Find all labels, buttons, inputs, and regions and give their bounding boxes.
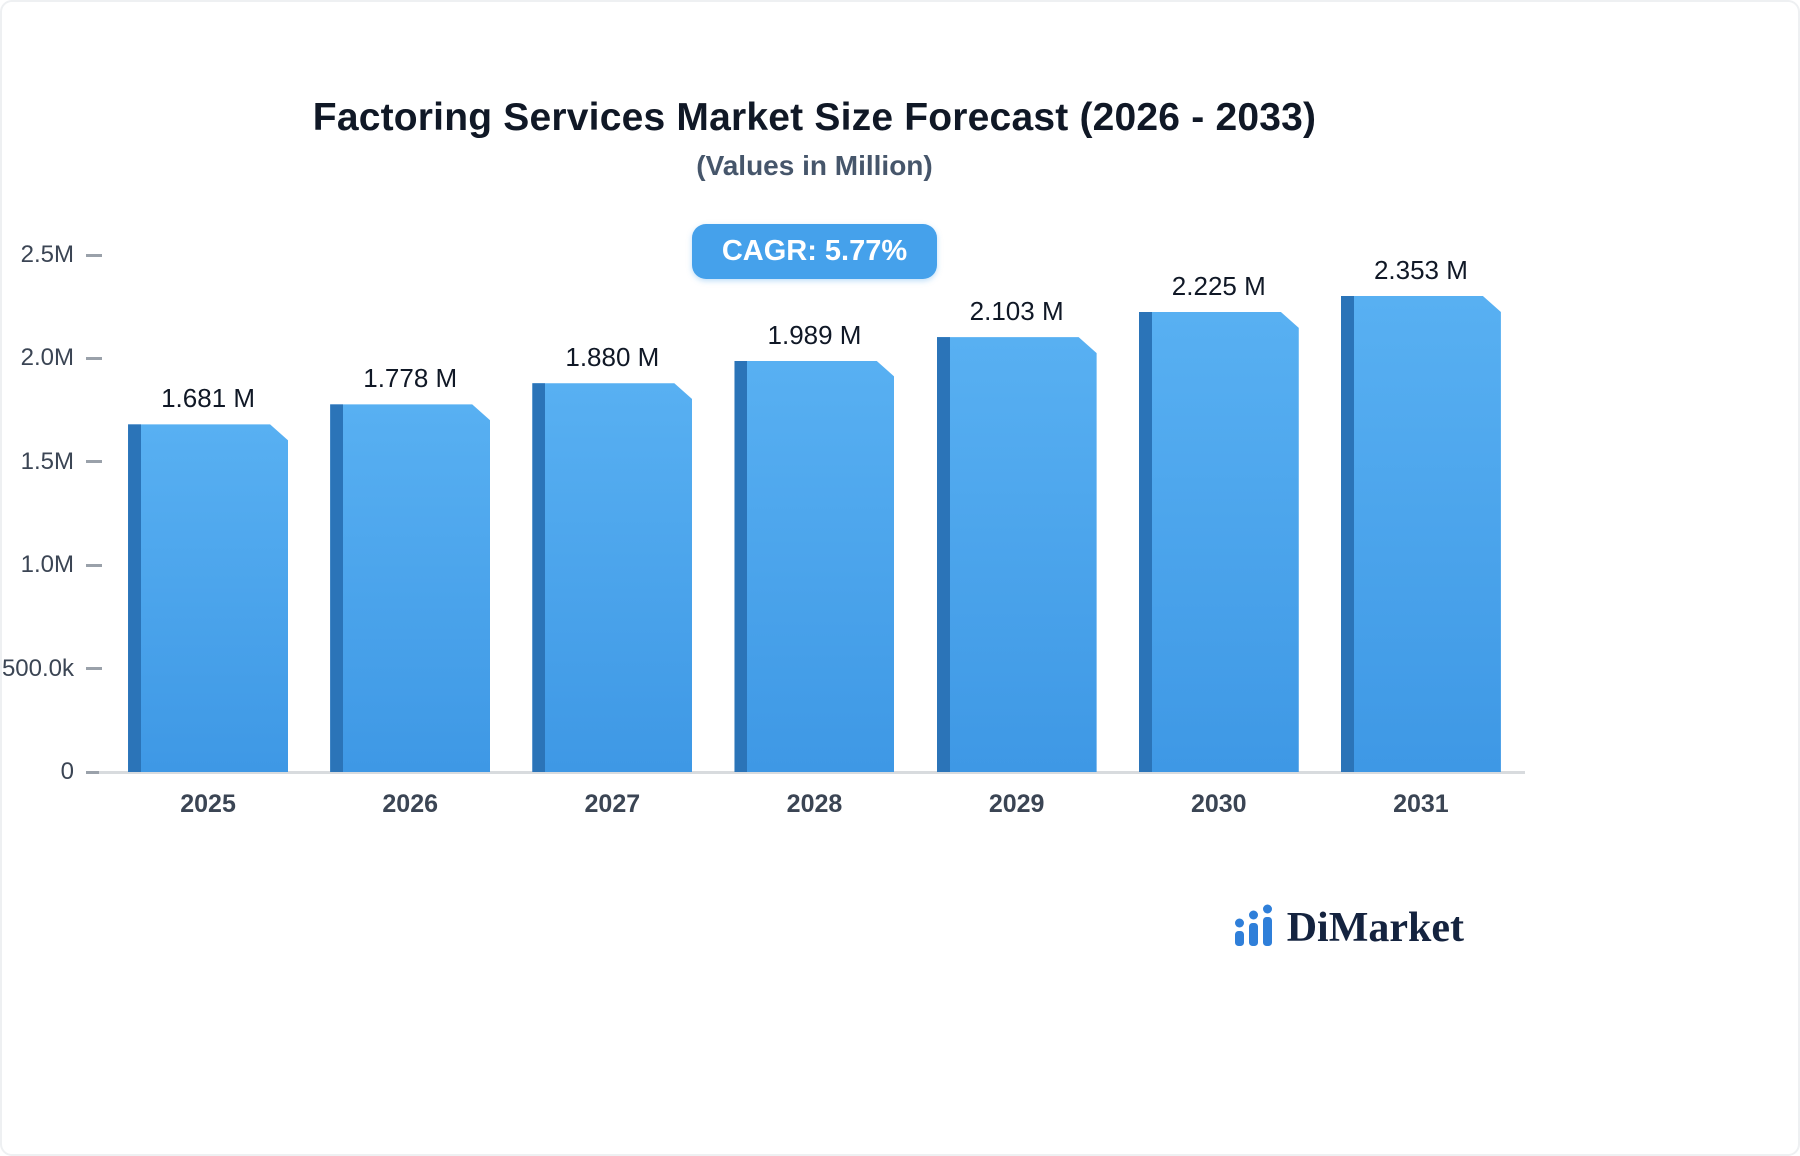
bar-value-label: 1.681 M bbox=[161, 383, 256, 414]
bar-group-2025: 1.681 M bbox=[107, 255, 309, 772]
bar-group-2030: 2.225 M bbox=[1118, 255, 1320, 772]
bar-2031[interactable] bbox=[1341, 296, 1501, 772]
y-tick-500.0k: 500.0k bbox=[2, 655, 102, 683]
x-axis-label-2029: 2029 bbox=[988, 790, 1045, 818]
y-tick-2.5M: 2.5M bbox=[21, 241, 102, 269]
y-tick-mark bbox=[86, 253, 102, 257]
x-axis-label-2031: 2031 bbox=[1393, 790, 1449, 818]
bar-2025[interactable] bbox=[128, 424, 288, 772]
cagr-badge: CAGR: 5.77% bbox=[691, 224, 938, 279]
y-tick-0: 0 bbox=[61, 758, 102, 786]
bars: 1.681 M 1.778 M 1.880 M 1.989 M 2.103 M 2.225… bbox=[107, 255, 1522, 772]
bar-chart-icon bbox=[1234, 904, 1272, 946]
bar-group-2026: 1.778 M bbox=[309, 255, 511, 772]
bar-value-label: 1.989 M bbox=[767, 319, 862, 350]
y-tick-mark bbox=[86, 563, 102, 567]
bar-value-label: 2.103 M bbox=[969, 296, 1064, 327]
y-tick-label: 2.5M bbox=[20, 241, 74, 268]
y-axis: 2.5M 2.0M 1.5M 1.0M 500.0k 0 bbox=[2, 241, 102, 785]
y-tick-label: 0 bbox=[60, 758, 74, 785]
plot-area: 1.681 M 1.778 M 1.880 M 1.989 M 2.103 M 2.225… bbox=[99, 255, 1525, 774]
x-axis-label-2030: 2030 bbox=[1190, 790, 1247, 818]
bar-group-2029: 2.103 M bbox=[916, 255, 1118, 772]
x-axis-label-2025: 2025 bbox=[180, 790, 236, 818]
y-tick-mark bbox=[86, 356, 102, 360]
y-tick-label: 1.5M bbox=[20, 447, 74, 475]
x-axis-label-2026: 2026 bbox=[382, 790, 439, 818]
bar-value-label: 1.778 M bbox=[363, 363, 458, 394]
bar-2029[interactable] bbox=[937, 337, 1097, 772]
bar-2030[interactable] bbox=[1139, 312, 1299, 772]
chart-subtitle: (Values in Million) bbox=[696, 150, 933, 181]
y-tick-2.0M: 2.0M bbox=[21, 344, 102, 372]
chart-title: Factoring Services Market Size Forecast … bbox=[312, 96, 1317, 139]
x-axis-label-2027: 2027 bbox=[584, 790, 641, 818]
x-axis-label-2028: 2028 bbox=[786, 790, 843, 818]
y-tick-1.0M: 1.0M bbox=[21, 551, 102, 579]
bar-value-label: 2.225 M bbox=[1171, 270, 1266, 301]
y-tick-label: 500.0k bbox=[1, 654, 74, 682]
cagr-badge-row: CAGR: 5.77% bbox=[107, 224, 1522, 279]
x-axis-line bbox=[99, 771, 1525, 774]
bar-group-2031: 2.353 M bbox=[1320, 255, 1522, 772]
bar-group-2028: 1.989 M bbox=[713, 255, 915, 772]
y-tick-mark bbox=[86, 460, 102, 464]
bar-2026[interactable] bbox=[330, 404, 490, 772]
x-axis: 2025 2026 2027 2028 2029 2030 2031 bbox=[107, 790, 1522, 819]
bar-value-label: 2.353 M bbox=[1373, 255, 1468, 285]
bar-2028[interactable] bbox=[734, 361, 894, 772]
y-tick-label: 2.0M bbox=[20, 344, 74, 372]
y-tick-mark bbox=[86, 667, 102, 671]
bar-value-label: 1.880 M bbox=[565, 342, 660, 373]
bar-group-2027: 1.880 M bbox=[511, 255, 713, 772]
y-tick-mark bbox=[86, 770, 102, 774]
bar-2027[interactable] bbox=[532, 383, 692, 772]
brand-name: DiMarket bbox=[1286, 905, 1464, 951]
brand-logo: DiMarket bbox=[1231, 903, 1464, 949]
y-tick-label: 1.0M bbox=[20, 551, 74, 579]
y-tick-1.5M: 1.5M bbox=[21, 448, 102, 476]
